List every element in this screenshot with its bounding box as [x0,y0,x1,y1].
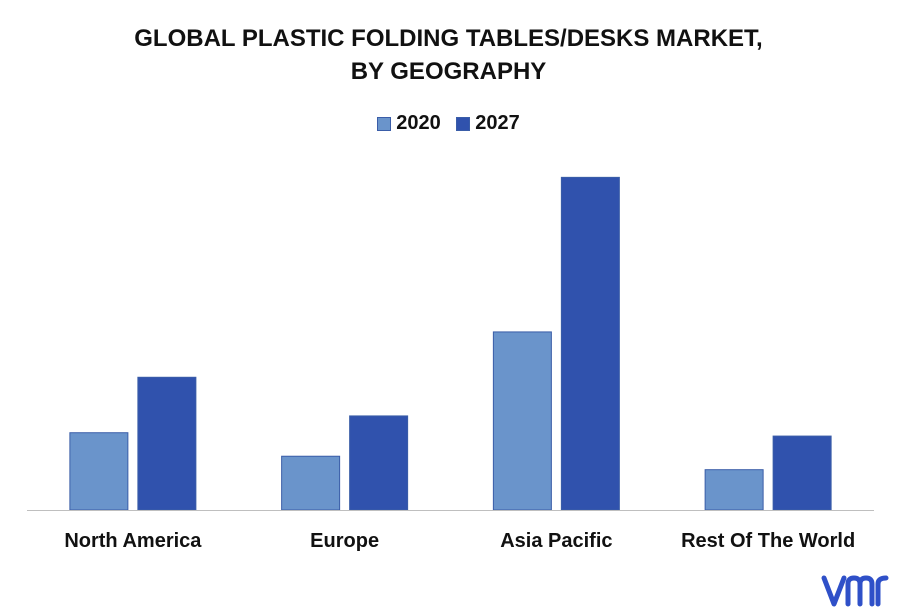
category-labels: North America Europe Asia Pacific Rest Of T… [64,530,855,552]
bars-group [69,176,832,511]
chart-title-line-1: GLOBAL PLASTIC FOLDING TABLES/DESKS MARK… [134,25,763,52]
category-label-asia-pacific: Asia Pacific [500,530,612,552]
bar-asia-pacific-2020 [492,331,552,511]
bar-rest-of-the-world-2027 [772,435,832,511]
bar-asia-pacific-2027 [560,176,620,511]
bar-europe-2027 [349,415,409,511]
legend-swatch-2027 [456,116,471,131]
bar-north-america-2020 [69,432,129,511]
chart-legend: 2020 2027 [0,112,897,137]
bar-rest-of-the-world-2020 [704,469,764,511]
category-label-north-america: North America [64,530,202,552]
bar-europe-2020 [281,455,341,511]
legend-label-2020: 2020 [396,112,441,134]
vmr-logo [821,575,889,607]
bar-north-america-2027 [137,376,197,511]
chart-title-line-2: BY GEOGRAPHY [350,58,547,85]
legend-item-2020: 2020 [377,112,441,135]
legend-swatch-2020 [377,116,392,131]
category-label-europe: Europe [310,530,379,552]
chart-title: GLOBAL PLASTIC FOLDING TABLES/DESKS MARK… [0,22,897,88]
category-label-rest-of-the-world: Rest Of The World [681,530,855,552]
legend-label-2027: 2027 [475,112,520,134]
legend-item-2027: 2027 [456,112,520,135]
